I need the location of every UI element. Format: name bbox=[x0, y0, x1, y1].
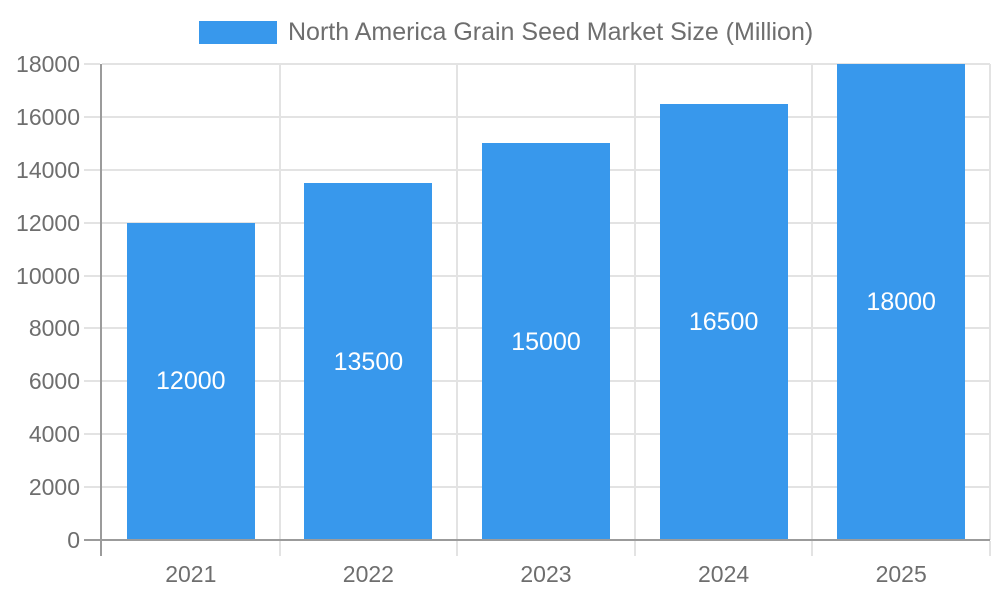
y-tick-label: 6000 bbox=[28, 368, 80, 395]
x-tick bbox=[456, 541, 459, 556]
y-tick-label: 8000 bbox=[28, 315, 80, 342]
y-tick-label: 18000 bbox=[16, 51, 80, 77]
bar-label: 15000 bbox=[511, 327, 581, 356]
y-gridline bbox=[102, 63, 990, 65]
x-tick-label: 2021 bbox=[165, 561, 217, 587]
x-tick-label: 2024 bbox=[698, 561, 750, 587]
x-axis-line bbox=[84, 539, 990, 541]
x-tick bbox=[633, 541, 636, 556]
bar-label: 12000 bbox=[156, 367, 226, 396]
y-tick bbox=[84, 63, 100, 65]
x-tick-label: 2022 bbox=[342, 561, 394, 587]
bar-2023 bbox=[482, 143, 610, 540]
bar-label: 16500 bbox=[688, 307, 759, 336]
y-tick bbox=[84, 486, 100, 489]
y-tick bbox=[84, 327, 100, 330]
y-tick bbox=[84, 168, 100, 171]
x-gridline bbox=[456, 64, 459, 540]
y-tick bbox=[84, 274, 100, 277]
x-tick bbox=[989, 541, 991, 556]
y-tick-label: 14000 bbox=[16, 156, 80, 183]
x-tick bbox=[811, 541, 814, 556]
y-tick-label: 16000 bbox=[16, 103, 80, 130]
legend-label: North America Grain Seed Market Size (Mi… bbox=[288, 18, 814, 46]
y-tick-label: 0 bbox=[67, 527, 80, 553]
y-tick-label: 10000 bbox=[16, 262, 80, 289]
y-tick bbox=[84, 433, 100, 436]
y-tick-label: 12000 bbox=[16, 209, 80, 236]
x-tick bbox=[278, 541, 281, 556]
y-tick-label: 2000 bbox=[28, 474, 80, 501]
bar-2021 bbox=[126, 222, 255, 540]
legend-swatch bbox=[199, 21, 277, 44]
bar-label: 13500 bbox=[333, 347, 404, 376]
x-gridline bbox=[811, 64, 814, 540]
y-tick bbox=[84, 380, 100, 383]
x-gridline bbox=[989, 64, 991, 540]
y-tick bbox=[84, 115, 100, 118]
bar-label: 18000 bbox=[866, 288, 936, 316]
x-gridline bbox=[278, 64, 281, 540]
x-tick-label: 2023 bbox=[520, 561, 572, 587]
x-tick-label: 2025 bbox=[875, 561, 927, 587]
bar-2024 bbox=[659, 103, 788, 540]
y-gridline bbox=[102, 115, 990, 118]
bar-2025 bbox=[837, 64, 966, 540]
x-gridline bbox=[633, 64, 636, 540]
y-tick-label: 4000 bbox=[28, 421, 80, 448]
bar-2022 bbox=[304, 183, 433, 540]
y-axis-line bbox=[100, 64, 102, 556]
y-tick bbox=[84, 221, 100, 224]
chart-legend[interactable]: North America Grain Seed Market Size (Mi… bbox=[199, 19, 813, 46]
